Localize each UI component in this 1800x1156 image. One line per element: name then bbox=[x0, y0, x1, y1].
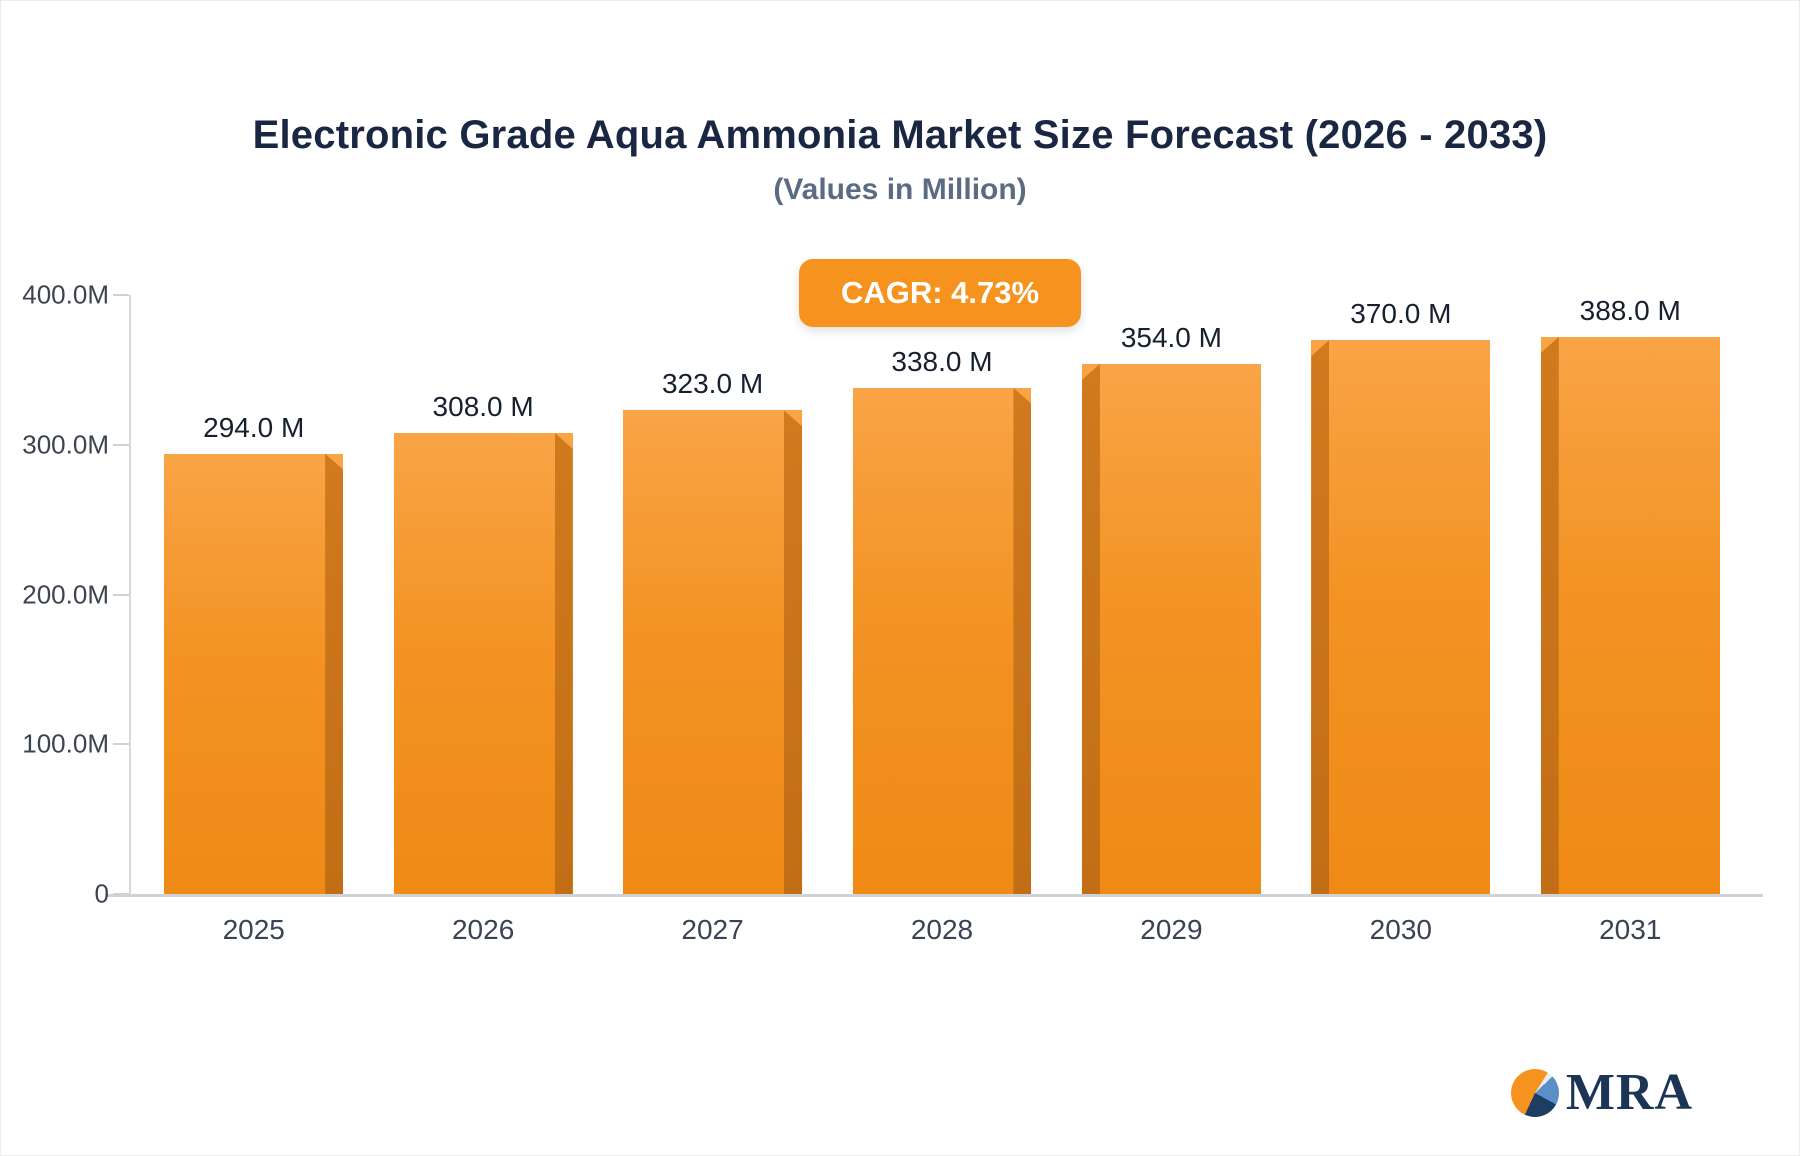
x-axis-label: 2025 bbox=[222, 914, 285, 945]
brand-logo-pie-icon bbox=[1510, 1069, 1559, 1117]
brand-logo: MRA bbox=[1510, 1064, 1693, 1121]
x-axis-label: 2027 bbox=[681, 914, 744, 945]
y-axis-tick-label: 100.0M bbox=[22, 728, 109, 759]
bar-value-label: 294.0 M bbox=[203, 411, 305, 443]
x-axis-label: 2026 bbox=[451, 914, 515, 945]
bars-layer: 294.0 M 308.0 M 323.0 M 338.0 M 354.0 M 370.0… bbox=[133, 295, 1751, 894]
bar-value-label: 323.0 M bbox=[661, 368, 764, 400]
x-axis-label: 2030 bbox=[1369, 914, 1432, 945]
chart-subtitle: (Values in Million) bbox=[773, 173, 1027, 206]
bar-value-label: 354.0 M bbox=[1120, 321, 1222, 353]
y-axis-tick-label: 300.0M bbox=[22, 429, 109, 460]
y-axis-tick-mark bbox=[113, 893, 129, 895]
plot-area: 294.0 M 308.0 M 323.0 M 338.0 M 354.0 M 370.0… bbox=[22, 280, 1763, 945]
x-axis-label: 2031 bbox=[1599, 914, 1662, 945]
y-axis-tick-mark bbox=[113, 743, 129, 746]
bar-2028 bbox=[852, 387, 1032, 894]
bar-slot-2028: 338.0 M bbox=[827, 295, 1056, 894]
bar-value-label: 308.0 M bbox=[432, 390, 534, 422]
chart-title: Electronic Grade Aqua Ammonia Market Siz… bbox=[252, 113, 1548, 157]
x-axis-label: 2028 bbox=[910, 914, 974, 945]
bar-2030 bbox=[1311, 339, 1491, 894]
bar-value-label: 388.0 M bbox=[1579, 295, 1681, 326]
cagr-badge-label: CAGR: 4.73% bbox=[840, 275, 1040, 310]
bar-slot-2029: 354.0 M bbox=[1057, 295, 1286, 894]
y-axis-line bbox=[129, 295, 131, 894]
bar-2029 bbox=[1081, 363, 1261, 894]
x-axis-labels: 2025 2026 2027 2028 2029 2030 2031 bbox=[133, 914, 1751, 946]
y-axis-tick-label: 400.0M bbox=[22, 279, 109, 310]
bar-value-label: 338.0 M bbox=[891, 345, 993, 377]
y-axis-tick-label: 200.0M bbox=[22, 579, 109, 609]
x-axis-label: 2029 bbox=[1140, 914, 1203, 945]
bar-2026 bbox=[393, 432, 573, 894]
bar-2025 bbox=[164, 453, 344, 894]
bar-slot-2026: 308.0 M bbox=[368, 295, 597, 894]
cagr-badge: CAGR: 4.73% bbox=[799, 259, 1081, 327]
bar-slot-2025: 294.0 M bbox=[139, 295, 368, 894]
y-axis-tick-mark bbox=[113, 443, 129, 446]
brand-logo-text: MRA bbox=[1565, 1064, 1693, 1121]
y-axis-tick-label: 0 bbox=[94, 878, 109, 909]
x-axis-line bbox=[105, 894, 1763, 897]
y-axis-tick-mark bbox=[113, 593, 129, 596]
bar-2027 bbox=[623, 410, 803, 894]
bar-slot-2027: 323.0 M bbox=[598, 295, 827, 894]
bar-slot-2031: 388.0 M bbox=[1516, 295, 1745, 894]
bar-slot-2030: 370.0 M bbox=[1286, 295, 1515, 894]
bar-2031 bbox=[1540, 337, 1720, 894]
y-axis-tick-mark bbox=[113, 294, 129, 296]
bar-value-label: 370.0 M bbox=[1350, 297, 1452, 329]
